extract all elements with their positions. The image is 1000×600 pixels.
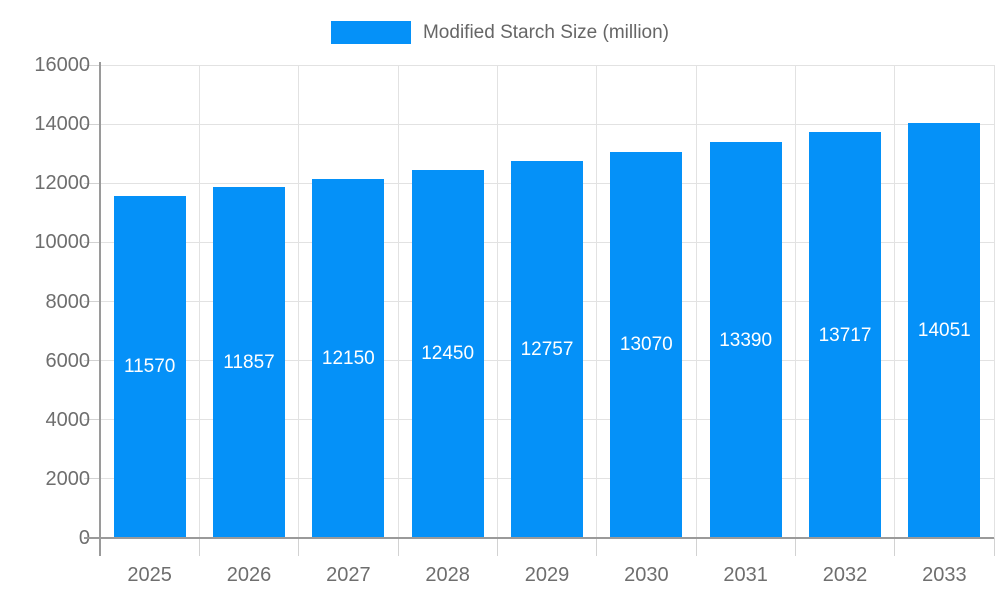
y-tick xyxy=(84,360,100,362)
bar[interactable] xyxy=(511,160,583,538)
v-gridline xyxy=(496,65,498,538)
x-tick xyxy=(794,538,796,556)
x-axis-line xyxy=(84,537,994,539)
bar[interactable] xyxy=(113,195,186,538)
x-tick xyxy=(496,538,498,556)
x-tick xyxy=(894,538,896,556)
legend-label: Modified Starch Size (million) xyxy=(422,21,670,43)
x-tick xyxy=(397,538,399,556)
y-tick xyxy=(84,123,100,125)
v-gridline xyxy=(596,65,598,538)
bar[interactable] xyxy=(312,178,385,538)
bar[interactable] xyxy=(610,151,683,538)
y-axis-label: 2000 xyxy=(45,467,91,490)
bar[interactable] xyxy=(709,142,782,538)
y-tick xyxy=(84,478,100,480)
x-axis-label: 2025 xyxy=(127,564,172,586)
y-tick xyxy=(84,419,100,421)
bar-value-label: 13070 xyxy=(619,334,673,356)
x-tick xyxy=(596,538,598,556)
bar[interactable] xyxy=(908,122,981,538)
v-gridline xyxy=(993,65,995,538)
bar-value-label: 12450 xyxy=(421,343,475,365)
bar-value-label: 13390 xyxy=(719,329,773,351)
x-axis-label: 2027 xyxy=(326,564,371,586)
bar[interactable] xyxy=(411,169,484,538)
v-gridline xyxy=(298,65,300,538)
bar-value-label: 12150 xyxy=(321,347,375,369)
bar-value-label: 14051 xyxy=(917,319,971,341)
v-gridline xyxy=(794,65,796,538)
x-axis-label: 2032 xyxy=(822,564,868,586)
x-axis-label: 2029 xyxy=(524,564,570,586)
bar-value-label: 13717 xyxy=(818,324,872,346)
bar-value-label: 11857 xyxy=(223,352,275,374)
bar[interactable] xyxy=(809,132,881,538)
v-gridline xyxy=(894,65,896,538)
x-axis-label: 2033 xyxy=(922,564,967,586)
y-axis-label: 6000 xyxy=(45,349,91,372)
y-tick xyxy=(84,241,100,243)
x-tick xyxy=(695,538,697,556)
y-axis-label: 12000 xyxy=(34,172,90,195)
v-gridline xyxy=(695,65,697,538)
y-axis-label: 4000 xyxy=(45,408,91,431)
bar-value-label: 12757 xyxy=(520,338,574,360)
x-axis-label: 2031 xyxy=(723,564,768,586)
y-tick xyxy=(84,64,100,66)
y-axis-label: 8000 xyxy=(45,290,91,313)
x-axis-label: 2028 xyxy=(425,564,470,586)
legend-swatch-icon xyxy=(330,20,411,44)
x-tick xyxy=(198,538,200,556)
v-gridline xyxy=(198,65,200,538)
y-tick xyxy=(84,182,100,184)
bar[interactable] xyxy=(213,187,285,538)
x-tick xyxy=(993,538,995,556)
y-axis-label: 10000 xyxy=(34,231,90,254)
y-axis-line xyxy=(99,62,101,556)
h-gridline xyxy=(100,64,994,66)
v-gridline xyxy=(397,65,399,538)
chart-legend[interactable]: Modified Starch Size (million) xyxy=(0,18,1000,46)
y-axis-label: 0 xyxy=(10,528,90,548)
y-axis-label: 16000 xyxy=(34,54,90,76)
x-tick xyxy=(298,538,300,556)
y-axis-label: 14000 xyxy=(34,113,90,136)
x-axis-label: 2026 xyxy=(226,564,272,586)
x-axis-label: 2030 xyxy=(624,564,669,586)
y-tick xyxy=(84,301,100,302)
bar-value-label: 11570 xyxy=(123,356,176,378)
h-gridline xyxy=(100,123,994,125)
